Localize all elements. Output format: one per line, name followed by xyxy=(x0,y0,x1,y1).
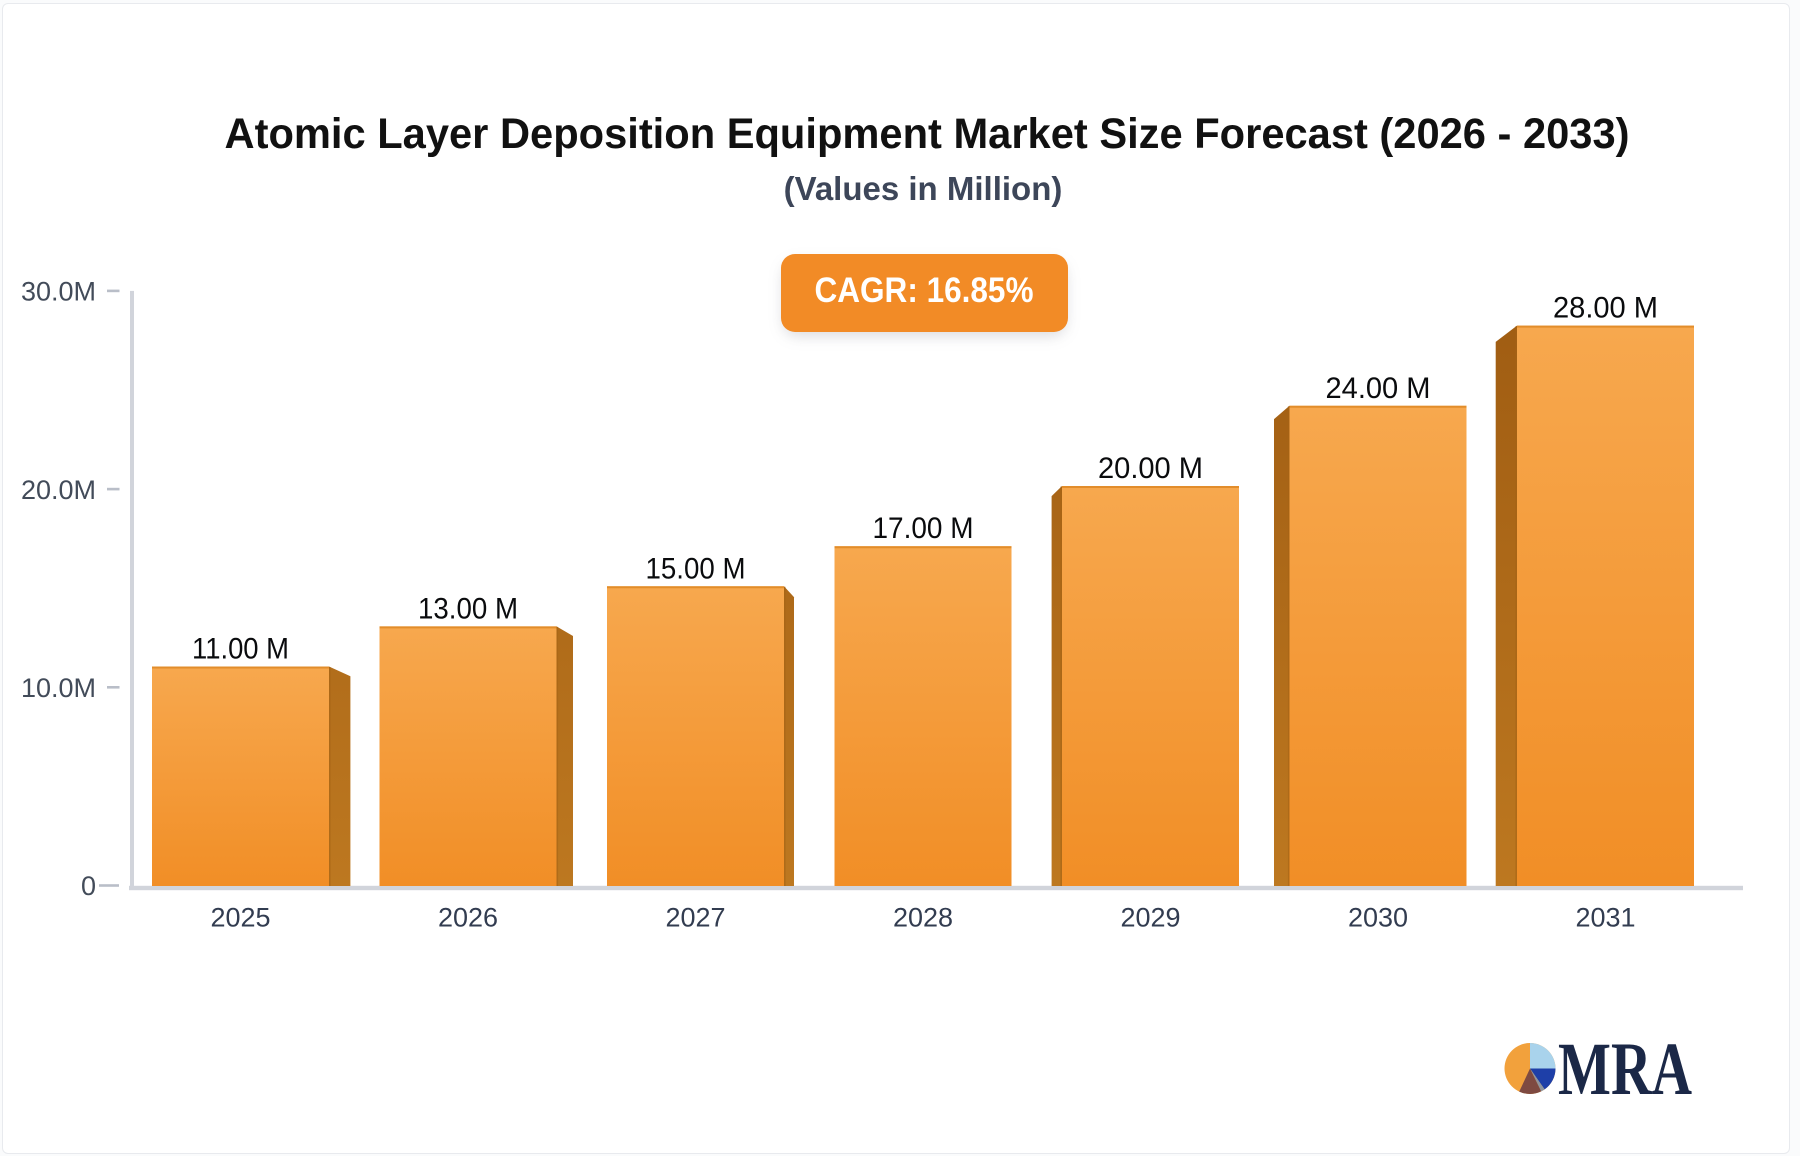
svg-text:17.00 M: 17.00 M xyxy=(873,512,974,545)
svg-text:2030: 2030 xyxy=(1348,903,1408,933)
svg-text:20.0M: 20.0M xyxy=(21,475,96,505)
svg-text:0: 0 xyxy=(81,871,96,901)
svg-text:10.0M: 10.0M xyxy=(21,673,96,703)
svg-text:2027: 2027 xyxy=(665,903,725,933)
svg-text:13.00 M: 13.00 M xyxy=(418,592,518,625)
svg-text:20.00 M: 20.00 M xyxy=(1098,452,1203,485)
svg-text:24.00 M: 24.00 M xyxy=(1326,372,1431,405)
svg-text:Atomic Layer Deposition Equipm: Atomic Layer Deposition Equipment Market… xyxy=(225,110,1630,158)
svg-text:MRA: MRA xyxy=(1558,1028,1692,1111)
svg-text:CAGR: 16.85%: CAGR: 16.85% xyxy=(815,271,1034,310)
svg-text:11.00 M: 11.00 M xyxy=(192,633,289,666)
svg-text:15.00 M: 15.00 M xyxy=(646,552,746,585)
svg-text:2029: 2029 xyxy=(1120,903,1180,933)
svg-text:2031: 2031 xyxy=(1575,903,1635,933)
svg-text:2028: 2028 xyxy=(893,903,953,933)
svg-text:28.00 M: 28.00 M xyxy=(1553,292,1658,325)
svg-text:2025: 2025 xyxy=(210,903,270,933)
svg-text:(Values in Million): (Values in Million) xyxy=(784,170,1063,207)
svg-text:30.0M: 30.0M xyxy=(21,277,96,307)
svg-text:2026: 2026 xyxy=(438,903,498,933)
